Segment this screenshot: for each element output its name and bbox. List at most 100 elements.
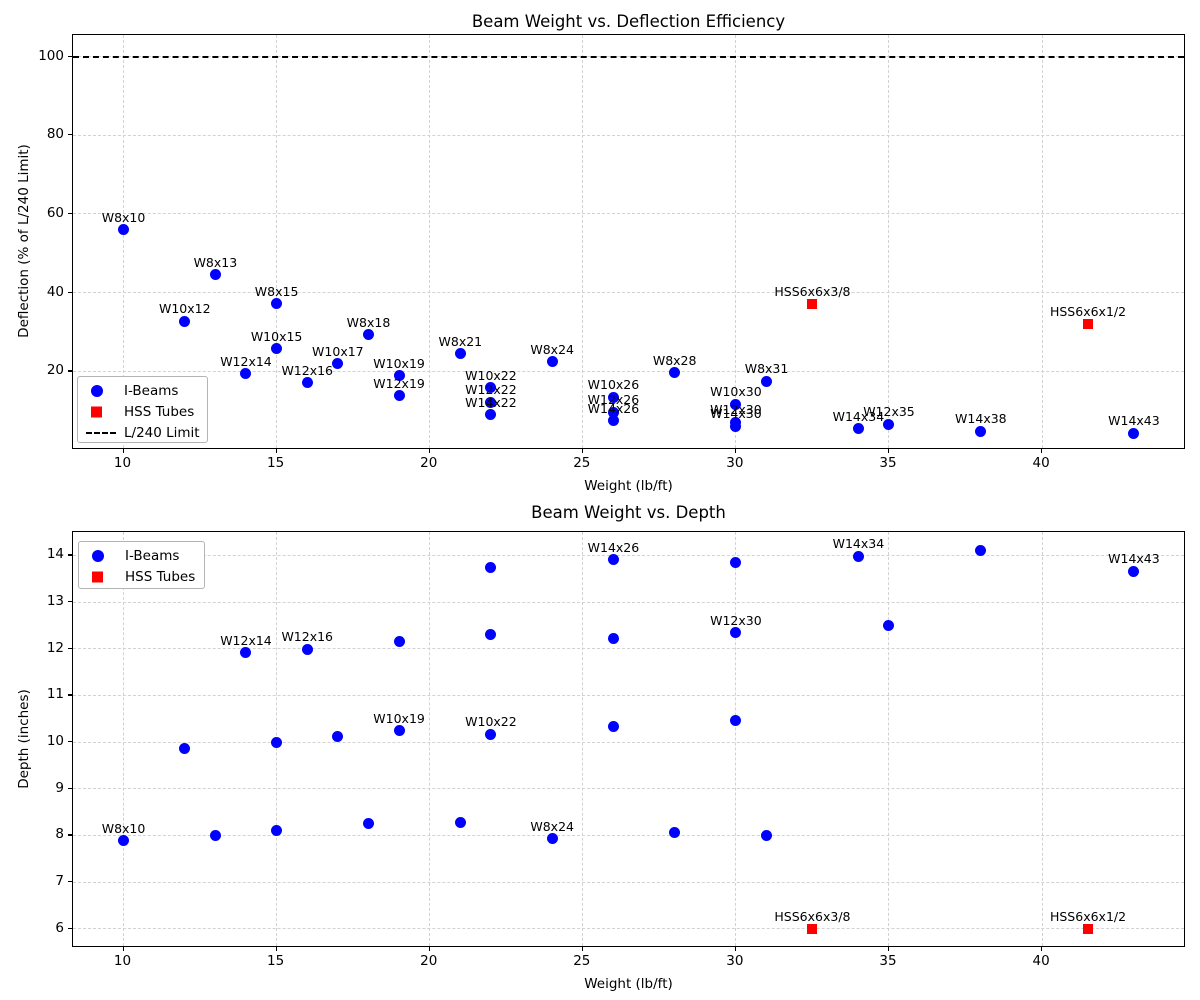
- gridline-x: [276, 35, 278, 448]
- data-point: [730, 420, 742, 432]
- y-tick: [68, 291, 72, 293]
- data-point-label: W8x28: [652, 352, 697, 368]
- chart-title: Beam Weight vs. Depth: [531, 503, 726, 522]
- data-point: [730, 627, 742, 639]
- gridline-x: [429, 532, 431, 946]
- gridline-y: [73, 834, 1184, 836]
- legend-item-label: HSS Tubes: [125, 568, 196, 585]
- legend: I-Beams HSS Tubes: [78, 541, 205, 589]
- data-point-label: W8x13: [193, 254, 238, 270]
- gridline-y: [73, 648, 1184, 650]
- y-tick-label: 7: [55, 873, 64, 890]
- data-point: [271, 343, 283, 354]
- data-point-label: W12x14: [220, 353, 272, 369]
- data-point-label: W14x34: [832, 408, 885, 424]
- x-axis-label: Weight (lb/ft): [584, 478, 673, 494]
- legend-item: I-Beams: [79, 545, 204, 566]
- data-point: [118, 224, 130, 236]
- data-point: [761, 375, 773, 387]
- data-point: [607, 406, 619, 418]
- data-point: [240, 647, 252, 659]
- data-point: [393, 725, 405, 737]
- y-tick: [68, 881, 72, 883]
- x-tick: [734, 947, 737, 951]
- x-tick-label: 25: [573, 953, 591, 969]
- data-point: [852, 550, 864, 562]
- data-point: [807, 299, 818, 310]
- data-point: [852, 423, 864, 435]
- data-point: [883, 418, 895, 430]
- x-axis-label: Weight (lb/ft): [584, 976, 673, 992]
- data-point-label: W12x16: [281, 362, 334, 378]
- data-point-label: W12x14: [220, 632, 272, 648]
- data-point: [362, 817, 374, 829]
- data-point: [669, 827, 681, 839]
- hss-marker-icon: [91, 406, 102, 417]
- data-point: [209, 830, 221, 842]
- x-tick-label: 40: [1032, 953, 1050, 969]
- data-point-label: W10x26: [587, 377, 640, 393]
- data-point-label: W14x34: [832, 536, 885, 552]
- data-point-label: W10x15: [250, 328, 303, 344]
- data-point: [607, 415, 619, 427]
- data-point-label: W8x10: [101, 209, 146, 225]
- data-point: [546, 356, 558, 368]
- y-tick-label: 8: [55, 826, 64, 843]
- data-point: [807, 923, 818, 934]
- data-point-label: W10x19: [373, 355, 425, 371]
- gridline-y: [73, 788, 1184, 790]
- gridline-y: [73, 601, 1184, 603]
- y-tick-label: 60: [46, 204, 64, 221]
- x-tick: [887, 449, 890, 453]
- x-tick: [428, 947, 430, 951]
- data-point: [761, 829, 773, 841]
- legend-item-label: I-Beams: [125, 547, 180, 564]
- data-point: [730, 557, 742, 569]
- data-point: [975, 545, 987, 557]
- data-point: [485, 628, 497, 640]
- y-tick-label: 100: [38, 47, 64, 64]
- data-point: [332, 358, 344, 370]
- data-point: [546, 833, 558, 845]
- data-point: [1128, 427, 1140, 439]
- y-tick-label: 80: [46, 126, 64, 143]
- data-point: [607, 632, 619, 644]
- data-point: [730, 398, 742, 410]
- data-point: [332, 731, 344, 743]
- hss-marker-icon: [92, 571, 103, 582]
- data-point: [1128, 565, 1140, 577]
- y-tick: [68, 601, 72, 603]
- y-tick-label: 14: [46, 546, 64, 563]
- plot-area: W8x10 W10x12 W8x13 W12x14 W8x15 W10x15 W12x16 W…: [72, 34, 1185, 449]
- chart-title: Beam Weight vs. Deflection Efficiency: [471, 12, 786, 31]
- legend-item-label: I-Beams: [124, 382, 179, 399]
- data-point: [669, 367, 681, 379]
- y-tick: [68, 834, 72, 836]
- x-tick-label: 40: [1032, 455, 1050, 471]
- data-point-label: W14x43: [1108, 551, 1160, 567]
- gridline-x: [582, 532, 584, 946]
- y-tick: [68, 647, 72, 649]
- data-point: [393, 635, 405, 647]
- y-tick-label: 20: [46, 362, 64, 379]
- gridline-x: [735, 532, 737, 946]
- data-point-label: W8x10: [101, 820, 146, 836]
- limit-line: [73, 55, 1184, 58]
- data-point-label: W8x15: [254, 283, 299, 299]
- data-point: [301, 643, 313, 655]
- y-tick-label: 6: [55, 919, 64, 936]
- data-point-label: W8x24: [530, 818, 574, 834]
- data-point: [209, 269, 221, 281]
- data-point-label: W12x26: [587, 392, 640, 408]
- gridline-x: [582, 35, 584, 448]
- x-tick-label: 15: [267, 455, 285, 471]
- y-axis-label: Deflection (% of L/240 Limit): [16, 144, 32, 338]
- ibeam-marker-icon: [91, 384, 103, 397]
- data-point: [883, 619, 895, 631]
- data-point: [485, 382, 497, 394]
- data-point-label: W12x30: [710, 402, 762, 418]
- legend-item: HSS Tubes: [79, 566, 204, 587]
- gridline-x: [429, 35, 431, 448]
- data-point-label: W10x30: [710, 384, 762, 400]
